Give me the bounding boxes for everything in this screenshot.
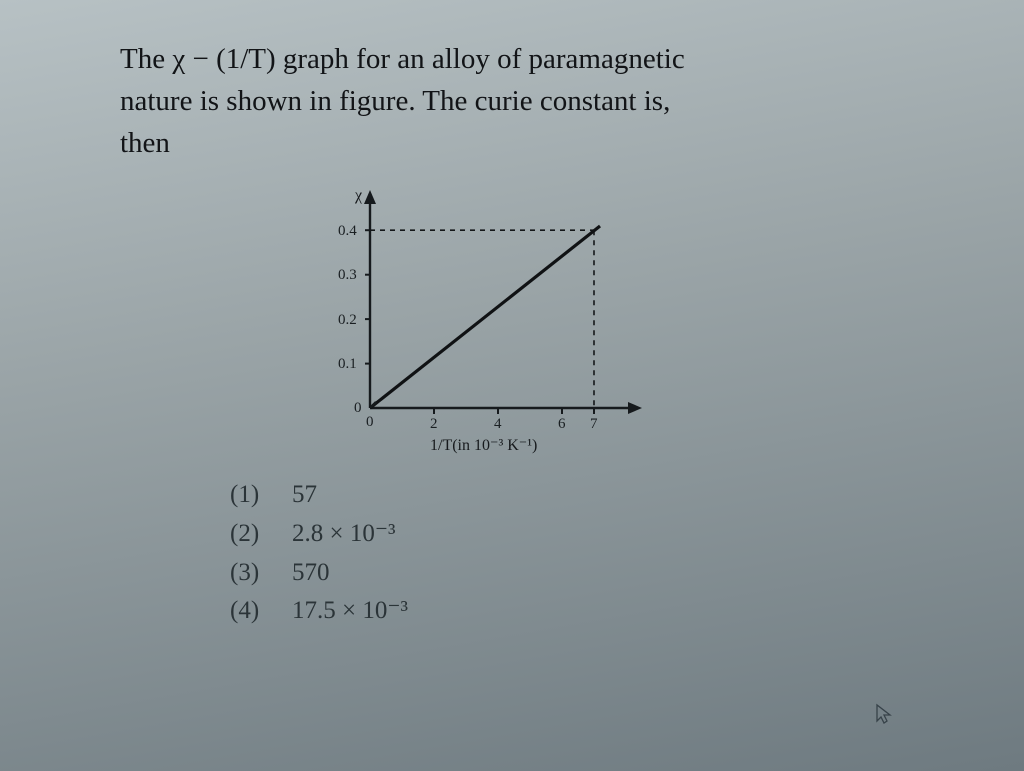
xtick-6: 6 — [558, 416, 566, 432]
question-line-1: The χ − (1/T) graph for an alloy of para… — [120, 43, 685, 75]
answer-options: (1) 57 (2) 2.8 × 10⁻³ (3) 570 (4) 17.5 ×… — [230, 476, 944, 631]
ytick-0.2: 0.2 — [338, 312, 357, 328]
ytick-0.3: 0.3 — [338, 267, 357, 283]
xtick-0: 0 — [366, 414, 374, 430]
option-text-1: 57 — [292, 476, 317, 515]
option-2: (2) 2.8 × 10⁻³ — [230, 515, 944, 554]
chart-svg: 0.1 0.2 0.3 0.4 χ 0 2 4 6 7 0 1/T(in 10⁻… — [310, 178, 670, 458]
series-line — [370, 226, 600, 408]
option-text-4: 17.5 × 10⁻³ — [292, 592, 408, 631]
xtick-7: 7 — [590, 416, 598, 432]
xtick-2: 2 — [430, 416, 438, 432]
chi-vs-invT-chart: 0.1 0.2 0.3 0.4 χ 0 2 4 6 7 0 1/T(in 10⁻… — [310, 178, 670, 458]
option-1: (1) 57 — [230, 476, 944, 515]
x-axis-label: 1/T(in 10⁻³ K⁻¹) — [430, 437, 537, 454]
page: The χ − (1/T) graph for an alloy of para… — [0, 0, 1024, 771]
option-num-2: (2) — [230, 515, 276, 554]
cursor-icon — [874, 703, 894, 731]
option-4: (4) 17.5 × 10⁻³ — [230, 592, 944, 631]
option-num-1: (1) — [230, 476, 276, 515]
ytick-0: 0 — [354, 400, 362, 416]
option-text-2: 2.8 × 10⁻³ — [292, 515, 396, 554]
option-num-4: (4) — [230, 592, 276, 631]
xtick-4: 4 — [494, 416, 502, 432]
option-text-3: 570 — [292, 554, 330, 593]
ytick-0.4: 0.4 — [338, 223, 357, 239]
question-line-3: then — [120, 127, 170, 159]
question-line-2: nature is shown in figure. The curie con… — [120, 85, 670, 117]
question-text: The χ − (1/T) graph for an alloy of para… — [120, 38, 940, 164]
option-3: (3) 570 — [230, 554, 944, 593]
ytick-0.1: 0.1 — [338, 356, 357, 372]
y-axis-label: χ — [354, 187, 363, 204]
option-num-3: (3) — [230, 554, 276, 593]
